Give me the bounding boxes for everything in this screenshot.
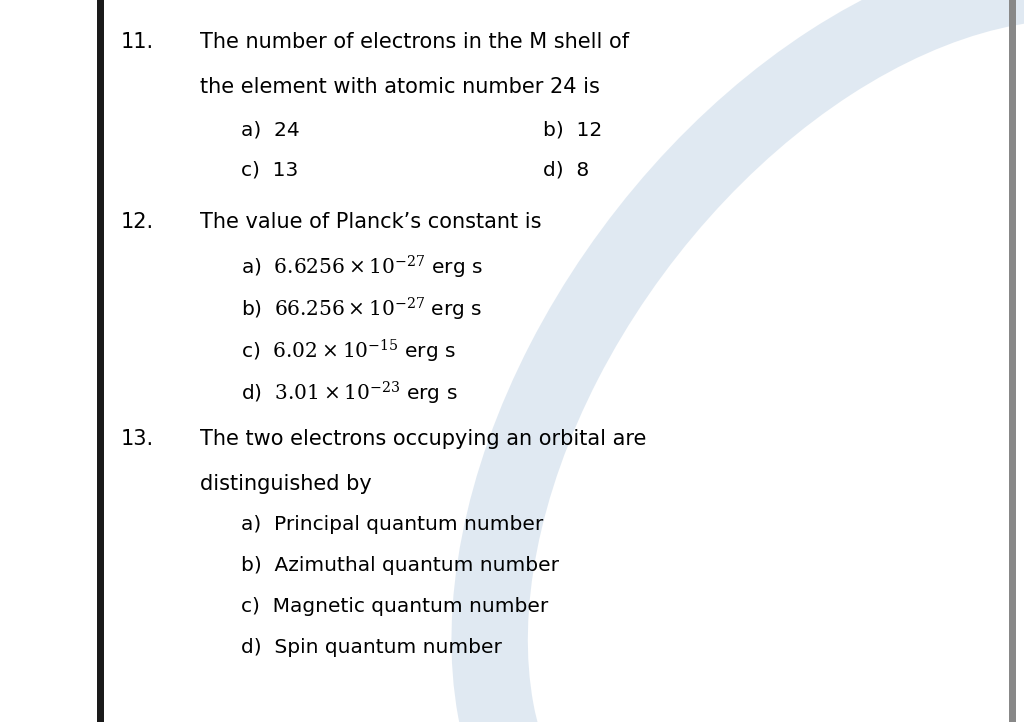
Text: 11.: 11. bbox=[121, 32, 154, 53]
Text: d)  Spin quantum number: d) Spin quantum number bbox=[241, 638, 502, 657]
Text: c)  $6.02 \times 10^{-15}$ erg s: c) $6.02 \times 10^{-15}$ erg s bbox=[241, 338, 456, 365]
Text: d)  8: d) 8 bbox=[543, 160, 589, 179]
Text: d)  $3.01 \times 10^{-23}$ erg s: d) $3.01 \times 10^{-23}$ erg s bbox=[241, 380, 457, 407]
Text: The two electrons occupying an orbital are: The two electrons occupying an orbital a… bbox=[200, 429, 646, 449]
Bar bbox=[1009, 0, 1016, 722]
Text: 13.: 13. bbox=[121, 429, 154, 449]
Text: b)  $66.256 \times 10^{-27}$ erg s: b) $66.256 \times 10^{-27}$ erg s bbox=[241, 296, 482, 323]
Text: b)  12: b) 12 bbox=[543, 121, 602, 139]
Text: c)  13: c) 13 bbox=[241, 160, 298, 179]
Text: The value of Planck’s constant is: The value of Planck’s constant is bbox=[200, 212, 541, 232]
Text: 12.: 12. bbox=[121, 212, 154, 232]
Text: c)  Magnetic quantum number: c) Magnetic quantum number bbox=[241, 597, 548, 616]
Text: a)  Principal quantum number: a) Principal quantum number bbox=[241, 515, 543, 534]
Text: The number of electrons in the M shell of: The number of electrons in the M shell o… bbox=[200, 32, 629, 53]
Bar bbox=[97, 0, 104, 722]
Text: b)  Azimuthal quantum number: b) Azimuthal quantum number bbox=[241, 556, 559, 575]
Text: a)  24: a) 24 bbox=[241, 121, 299, 139]
Text: a)  $6.6256 \times 10^{-27}$ erg s: a) $6.6256 \times 10^{-27}$ erg s bbox=[241, 254, 482, 282]
Text: distinguished by: distinguished by bbox=[200, 474, 372, 494]
Text: the element with atomic number 24 is: the element with atomic number 24 is bbox=[200, 77, 600, 97]
